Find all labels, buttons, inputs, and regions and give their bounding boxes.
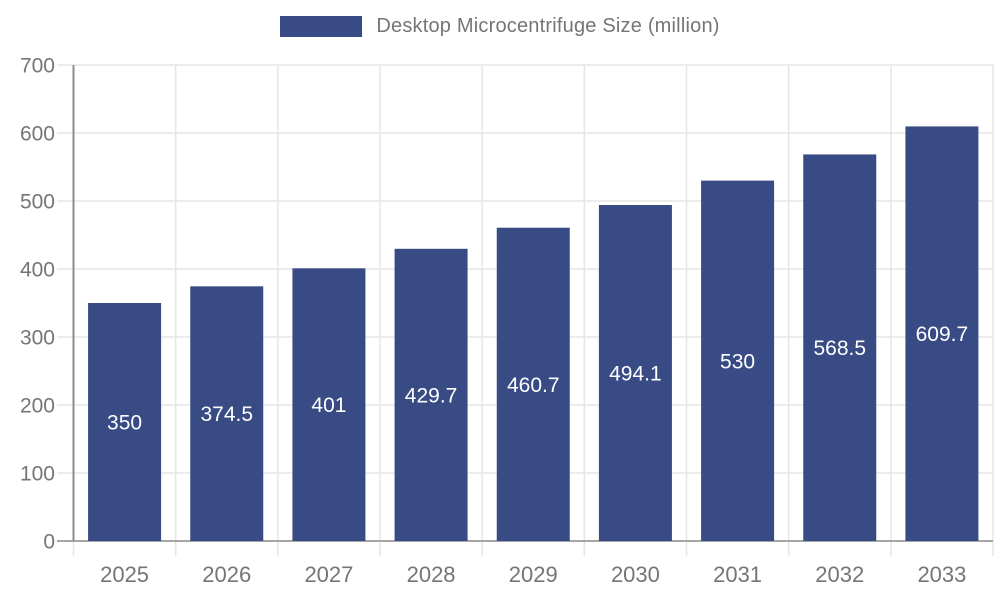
y-tick-label: 400 [20, 259, 55, 282]
x-tick-label: 2028 [407, 562, 456, 587]
x-tick-label: 2032 [815, 562, 864, 587]
bar[interactable] [88, 303, 162, 541]
legend-label: Desktop Microcentrifuge Size (million) [376, 15, 720, 37]
bar-value-label: 494.1 [609, 363, 662, 386]
bar[interactable] [394, 248, 468, 541]
bar-value-label: 350 [107, 412, 142, 435]
bar[interactable] [803, 154, 877, 542]
x-tick-label: 2025 [100, 562, 149, 587]
x-tick-label: 2030 [611, 562, 660, 587]
bar[interactable] [598, 205, 672, 541]
y-tick-label: 300 [20, 327, 55, 350]
bar[interactable] [292, 268, 366, 541]
y-tick-label: 700 [20, 55, 55, 78]
bar-value-label: 530 [720, 350, 755, 373]
x-tick-label: 2027 [304, 562, 353, 587]
y-tick-label: 100 [20, 463, 55, 486]
x-tick-label: 2033 [917, 562, 966, 587]
y-tick-label: 500 [20, 191, 55, 214]
bar-value-label: 609.7 [916, 323, 969, 346]
x-tick-label: 2029 [509, 562, 558, 587]
bar[interactable] [190, 286, 264, 541]
y-tick-label: 200 [20, 395, 55, 418]
y-tick-label: 0 [43, 531, 55, 554]
bar[interactable] [701, 180, 775, 541]
y-tick-label: 600 [20, 123, 55, 146]
bar[interactable] [905, 126, 979, 542]
x-tick-label: 2031 [713, 562, 762, 587]
bar-value-label: 374.5 [200, 403, 253, 426]
bar[interactable] [496, 227, 570, 541]
x-tick-label: 2026 [202, 562, 251, 587]
bar-value-label: 568.5 [813, 337, 866, 360]
legend-item[interactable]: Desktop Microcentrifuge Size (million) [0, 15, 1000, 38]
bar-value-label: 460.7 [507, 374, 560, 397]
bar-value-label: 429.7 [405, 384, 458, 407]
bar-value-label: 401 [311, 394, 346, 417]
legend-swatch [280, 16, 363, 37]
